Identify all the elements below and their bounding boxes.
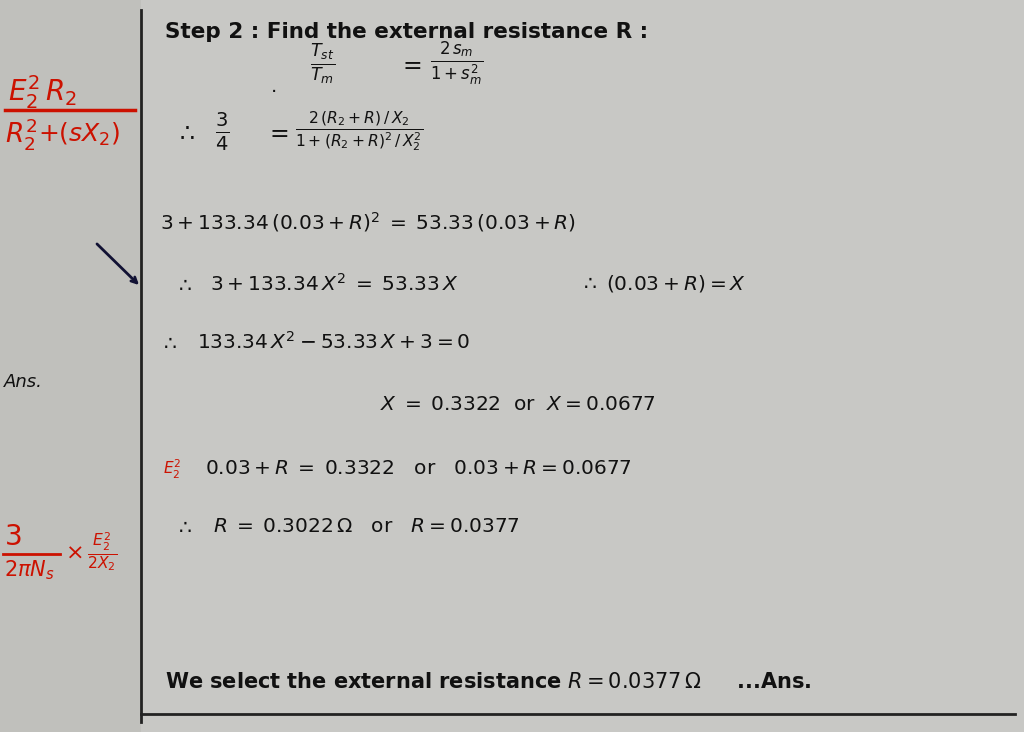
Text: Ans.: Ans. xyxy=(4,373,43,391)
Text: $\frac{2\,s_m}{1 + s_m^2}$: $\frac{2\,s_m}{1 + s_m^2}$ xyxy=(430,40,483,88)
Text: $\therefore$: $\therefore$ xyxy=(175,518,193,537)
Text: $3$: $3$ xyxy=(4,523,22,551)
Text: $\frac{2\,(R_2 + R)\,/\,X_2}{1 + (R_2 + R)^2\,/\,X_2^2}$: $\frac{2\,(R_2 + R)\,/\,X_2}{1 + (R_2 + … xyxy=(295,110,423,154)
Text: Step 2 : Find the external resistance R :: Step 2 : Find the external resistance R … xyxy=(165,22,648,42)
Text: $=$: $=$ xyxy=(265,120,289,144)
Text: $2\pi N_s$: $2\pi N_s$ xyxy=(4,559,54,582)
Text: We select the external resistance $R = 0.0377\,\Omega$     ...Ans.: We select the external resistance $R = 0… xyxy=(165,672,811,692)
Text: $3 + 133.34\,X^2\;=\;53.33\,X$: $3 + 133.34\,X^2\;=\;53.33\,X$ xyxy=(210,273,459,295)
Text: $E_2^2$: $E_2^2$ xyxy=(163,458,181,481)
Text: $\times\,\frac{E_2^2}{2X_2}$: $\times\,\frac{E_2^2}{2X_2}$ xyxy=(65,531,117,573)
Text: $3 + 133.34\,(0.03 + R)^2\;=\;53.33\,(0.03 + R)$: $3 + 133.34\,(0.03 + R)^2\;=\;53.33\,(0.… xyxy=(160,210,577,234)
Text: $.$: $.$ xyxy=(270,78,276,97)
Text: $R_2^2$: $R_2^2$ xyxy=(5,116,37,152)
Text: $\frac{T_{st}}{T_m}$: $\frac{T_{st}}{T_m}$ xyxy=(310,42,335,86)
Text: $\therefore$: $\therefore$ xyxy=(175,274,193,294)
Text: $\therefore\;(0.03 + R) = X$: $\therefore\;(0.03 + R) = X$ xyxy=(580,274,746,294)
Text: $X\;=\;0.3322$  or  $X = 0.0677$: $X\;=\;0.3322$ or $X = 0.0677$ xyxy=(380,395,655,414)
Text: $0.03 + R\;=\;0.3322$   or   $0.03 + R = 0.0677$: $0.03 + R\;=\;0.3322$ or $0.03 + R = 0.0… xyxy=(205,460,632,479)
Text: $\therefore$: $\therefore$ xyxy=(175,120,196,144)
Text: $R\;=\;0.3022\,\Omega$   or   $R = 0.0377$: $R\;=\;0.3022\,\Omega$ or $R = 0.0377$ xyxy=(213,518,519,537)
Text: $+(sX_2)$: $+(sX_2)$ xyxy=(38,120,120,148)
Text: $E_2^2\,R_2$: $E_2^2\,R_2$ xyxy=(8,73,77,111)
Text: $\frac{3}{4}$: $\frac{3}{4}$ xyxy=(215,111,229,153)
Text: $\therefore$: $\therefore$ xyxy=(160,332,177,351)
Text: $133.34\,X^2 - 53.33\,X + 3 = 0$: $133.34\,X^2 - 53.33\,X + 3 = 0$ xyxy=(197,331,470,353)
Text: $=$: $=$ xyxy=(398,52,422,76)
Bar xyxy=(0,0,141,732)
